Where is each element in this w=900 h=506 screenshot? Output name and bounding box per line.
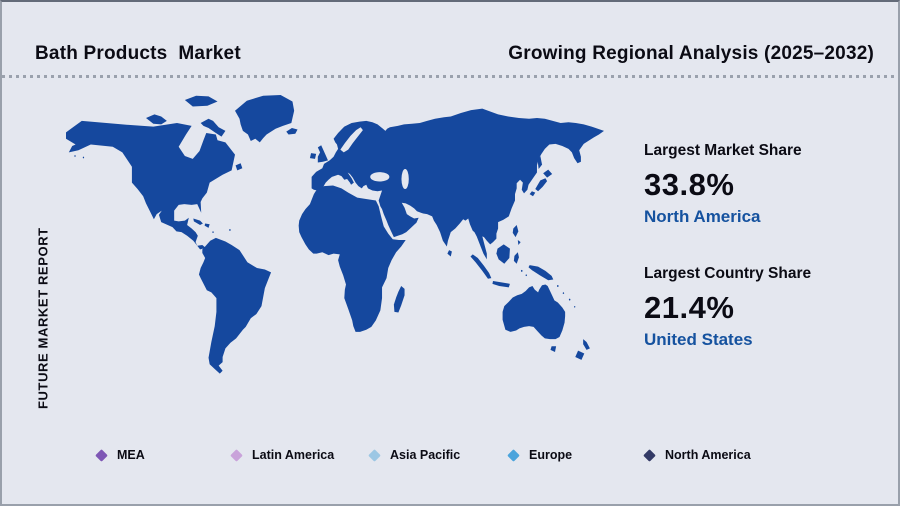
legend-marker-north-america-icon [643, 448, 656, 462]
header-divider [2, 75, 898, 78]
legend: MEA Latin America Asia Pacific Europe No… [2, 448, 898, 470]
stat-label: Largest Country Share [644, 265, 812, 282]
legend-marker-europe-icon [507, 448, 520, 462]
legend-item-europe: Europe [507, 448, 573, 462]
continent-australia [502, 284, 566, 340]
island-greenland [235, 95, 295, 143]
continent-eurasia [311, 108, 604, 260]
header: Bath Products Market Growing Regional An… [2, 2, 898, 75]
continent-north-america [66, 120, 236, 250]
header-subtitle: Growing Regional Analysis (2025–2032) [508, 43, 874, 64]
legend-item-asia-pacific: Asia Pacific [368, 448, 461, 462]
stat-value: 21.4% [644, 290, 735, 325]
stat-region: United States [644, 330, 753, 349]
legend-item-latin-america: Latin America [230, 448, 335, 462]
stats-panel: Largest Market Share 33.8% North America… [644, 142, 884, 350]
legend-item-mea: MEA [95, 448, 145, 462]
legend-marker-latin-america-icon [230, 448, 243, 462]
stat-region: North America [644, 207, 761, 226]
world-map-svg [66, 95, 604, 374]
stat-market-share: Largest Market Share 33.8% North America [644, 142, 884, 227]
legend-label: North America [665, 448, 751, 462]
legend-label: Asia Pacific [390, 448, 461, 462]
stat-country-share: Largest Country Share 21.4% United State… [644, 265, 884, 350]
legend-marker-asia-pacific-icon [368, 448, 381, 462]
legend-item-north-america: North America [643, 448, 751, 462]
stat-label: Largest Market Share [644, 142, 802, 159]
brand-vertical-label: FUTURE MARKET REPORT [35, 227, 51, 409]
legend-marker-mea-icon [95, 448, 108, 462]
world-map [66, 95, 604, 375]
stat-value: 33.8% [644, 167, 735, 202]
page-title: Bath Products Market [35, 43, 241, 64]
legend-label: Latin America [252, 448, 335, 462]
continent-africa [298, 185, 406, 332]
legend-label: Europe [529, 448, 573, 462]
continent-south-america [198, 237, 272, 374]
legend-label: MEA [117, 448, 145, 462]
